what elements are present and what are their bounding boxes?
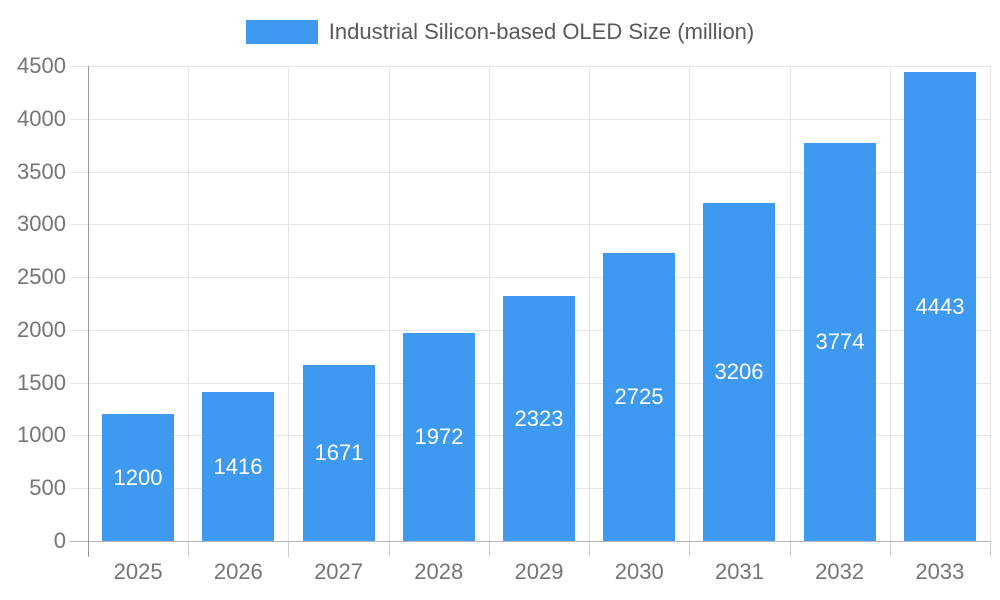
x-tick	[689, 541, 690, 557]
x-tick-label: 2033	[915, 559, 965, 584]
bar-value-label: 1671	[314, 440, 364, 465]
legend-swatch	[245, 20, 318, 44]
y-tick-label: 3000	[17, 211, 66, 236]
x-tick	[589, 541, 590, 557]
x-gridline	[188, 66, 189, 541]
y-gridline	[70, 277, 990, 278]
x-tick	[188, 541, 189, 557]
bar[interactable]: 1671	[303, 365, 375, 541]
bar-value-label: 2323	[514, 405, 564, 431]
x-gridline	[489, 66, 490, 541]
y-tick-label: 1500	[17, 370, 66, 395]
bar-value-label: 1416	[213, 453, 263, 479]
bar-value-label: 3206	[714, 359, 764, 384]
y-axis-line	[88, 66, 89, 557]
bar-value-label: 1200	[113, 464, 163, 490]
x-tick-label: 2026	[213, 559, 263, 584]
x-axis-line	[70, 541, 990, 542]
y-gridline	[70, 119, 990, 120]
x-gridline	[689, 66, 690, 541]
bar[interactable]: 1416	[202, 392, 274, 541]
y-tick-label: 1000	[17, 422, 66, 447]
x-gridline	[288, 66, 289, 541]
x-gridline	[389, 66, 390, 541]
bar[interactable]: 4443	[904, 72, 976, 541]
y-tick-label: 2500	[17, 264, 66, 289]
legend-label: Industrial Silicon-based OLED Size (mill…	[328, 19, 755, 44]
y-gridline	[70, 66, 990, 67]
bar[interactable]: 1200	[102, 414, 174, 541]
y-tick-label: 4500	[17, 53, 66, 78]
x-tick-label: 2028	[414, 559, 464, 584]
x-tick-label: 2025	[113, 559, 163, 584]
x-tick	[890, 541, 891, 557]
x-tick	[389, 541, 390, 557]
bar-value-label: 4443	[915, 293, 965, 319]
y-tick-label: 3500	[17, 159, 66, 184]
y-tick-label: 500	[29, 475, 66, 500]
x-gridline	[990, 66, 991, 541]
x-tick-label: 2032	[815, 559, 865, 584]
bar[interactable]: 2725	[603, 253, 675, 541]
x-tick	[489, 541, 490, 557]
chart-legend[interactable]: Industrial Silicon-based OLED Size (mill…	[0, 18, 1000, 46]
x-tick	[790, 541, 791, 557]
y-tick-label: 0	[53, 528, 66, 553]
x-tick-label: 2029	[514, 559, 564, 584]
x-tick-label: 2031	[714, 559, 764, 584]
y-tick-label: 4000	[17, 106, 66, 131]
x-tick	[288, 541, 289, 557]
x-tick	[990, 541, 991, 557]
x-gridline	[890, 66, 891, 541]
bar[interactable]: 2323	[503, 296, 575, 541]
bar[interactable]: 1972	[403, 333, 475, 541]
bar-value-label: 1972	[414, 424, 464, 449]
y-tick-label: 2000	[17, 317, 66, 342]
x-gridline	[589, 66, 590, 541]
y-gridline	[70, 224, 990, 225]
y-gridline	[70, 172, 990, 173]
bar[interactable]: 3206	[703, 203, 775, 541]
x-tick-label: 2030	[614, 559, 664, 584]
bar-value-label: 3774	[815, 329, 865, 354]
x-tick-label: 2027	[314, 559, 364, 584]
bar[interactable]: 3774	[804, 143, 876, 541]
x-gridline	[790, 66, 791, 541]
bar-value-label: 2725	[614, 384, 664, 409]
